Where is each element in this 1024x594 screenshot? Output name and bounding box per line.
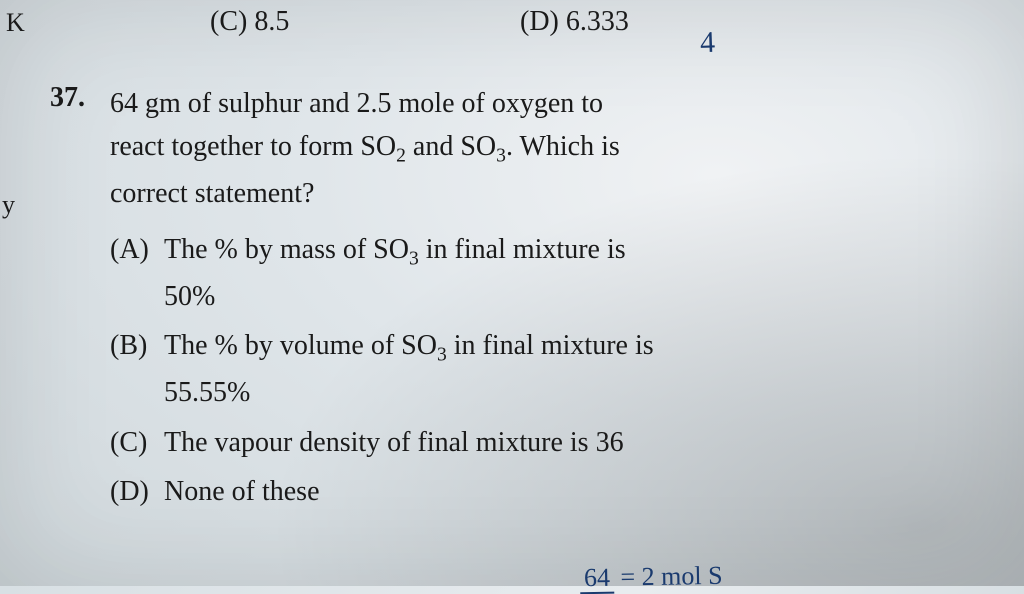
option-a: (A)The % by mass of SO3 in final mixture… [110, 228, 994, 318]
option-b-label: (B) [110, 324, 164, 367]
option-d: (D)None of these [110, 470, 994, 513]
option-a-line2: 50% [164, 275, 994, 318]
margin-label-k: K [6, 8, 25, 38]
option-d-text: None of these [164, 470, 988, 513]
prev-option-c-label: (C) [210, 6, 247, 37]
q-line2-mid: and SO [406, 131, 496, 162]
q-sub1: 2 [396, 146, 406, 167]
q-line2-prefix: react together to form SO [110, 131, 396, 162]
option-b-line2: 55.55% [164, 371, 994, 414]
option-c-text: The vapour density of final mixture is 3… [164, 421, 988, 464]
handwritten-work: 64 = 2 mol S [580, 561, 723, 593]
question-number: 37. [50, 82, 85, 114]
q-line1: 64 gm of sulphur and 2.5 mole of oxygen … [110, 88, 603, 119]
hw-numerator: 64 [580, 563, 615, 594]
option-a-label: (A) [110, 228, 164, 271]
question-text: 64 gm of sulphur and 2.5 mole of oxygen … [110, 82, 994, 216]
handwritten-4: 4 [699, 26, 715, 61]
q-line3: correct statement? [110, 178, 314, 209]
option-c: (C)The vapour density of final mixture i… [110, 421, 994, 464]
hw-eq: = 2 mol S [620, 561, 723, 592]
prev-option-d-label: (D) [520, 6, 559, 37]
option-b: (B)The % by volume of SO3 in final mixtu… [110, 324, 994, 414]
margin-label-y: y [2, 190, 15, 220]
answer-options: (A)The % by mass of SO3 in final mixture… [110, 228, 994, 519]
prev-option-d-value: 6.333 [566, 6, 629, 37]
prev-option-d: (D) 6.333 [520, 6, 629, 38]
option-c-label: (C) [110, 421, 164, 464]
q-line2-suffix: . Which is [506, 131, 620, 162]
q-sub2: 3 [496, 146, 506, 167]
option-a-line1: The % by mass of SO3 in final mixture is [164, 228, 988, 275]
option-b-line1: The % by volume of SO3 in final mixture … [164, 324, 988, 371]
prev-option-c-value: 8.5 [254, 6, 289, 37]
option-d-label: (D) [110, 470, 164, 513]
question-37: 37. 64 gm of sulphur and 2.5 mole of oxy… [110, 82, 994, 216]
prev-option-c: (C) 8.5 [210, 6, 289, 38]
